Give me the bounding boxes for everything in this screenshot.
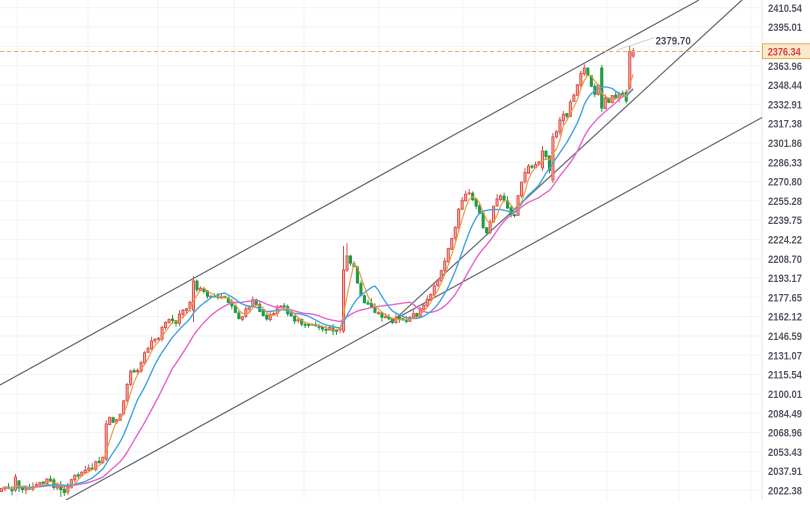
svg-text:2146.59: 2146.59 (768, 331, 802, 343)
svg-text:2053.43: 2053.43 (768, 447, 802, 459)
svg-text:2255.28: 2255.28 (768, 196, 802, 208)
svg-text:2332.91: 2332.91 (768, 99, 802, 111)
svg-text:2162.12: 2162.12 (768, 312, 802, 324)
svg-text:2084.49: 2084.49 (768, 408, 802, 420)
svg-text:2348.44: 2348.44 (768, 80, 803, 92)
svg-text:2177.65: 2177.65 (768, 292, 802, 304)
svg-text:2131.07: 2131.07 (768, 350, 802, 362)
svg-text:2363.96: 2363.96 (768, 61, 802, 73)
svg-text:2317.38: 2317.38 (768, 119, 802, 131)
svg-text:2286.33: 2286.33 (768, 157, 802, 169)
svg-text:2068.96: 2068.96 (768, 428, 802, 440)
svg-text:2224.22: 2224.22 (768, 235, 802, 247)
svg-text:2239.75: 2239.75 (768, 215, 802, 227)
svg-text:2270.80: 2270.80 (768, 177, 802, 189)
svg-text:2115.54: 2115.54 (768, 370, 803, 382)
svg-text:2376.34: 2376.34 (768, 46, 802, 58)
svg-text:2379.70: 2379.70 (656, 35, 691, 47)
svg-text:2410.54: 2410.54 (768, 3, 803, 15)
svg-text:2037.91: 2037.91 (768, 466, 802, 478)
svg-text:2301.86: 2301.86 (768, 138, 802, 150)
svg-text:2022.38: 2022.38 (768, 486, 802, 498)
svg-text:2395.01: 2395.01 (768, 22, 802, 34)
svg-text:2208.70: 2208.70 (768, 254, 802, 266)
svg-text:2100.01: 2100.01 (768, 389, 802, 401)
svg-text:2193.17: 2193.17 (768, 273, 802, 285)
